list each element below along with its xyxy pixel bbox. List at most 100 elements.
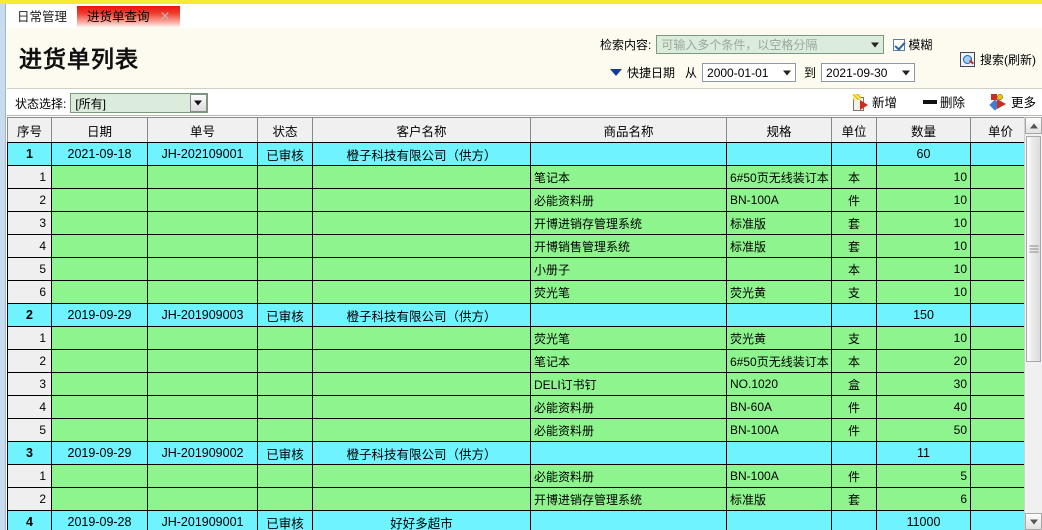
cell-seq[interactable]: 2 xyxy=(7,188,52,212)
column-header-spec[interactable]: 规格 xyxy=(726,117,832,143)
cell-status[interactable] xyxy=(257,395,313,419)
search-refresh-button[interactable]: 搜索(刷新) xyxy=(960,51,1036,68)
column-header-status[interactable]: 状态 xyxy=(257,117,313,143)
cell-price[interactable] xyxy=(970,211,1031,235)
cell-no[interactable] xyxy=(147,188,258,212)
cell-spec[interactable]: 荧光黄 xyxy=(726,280,832,304)
order-detail-row[interactable]: 1 笔记本 6#50页无线装订本本 10 xyxy=(7,165,1031,189)
order-group-row[interactable]: 1 2021-09-18 JH-202109001 已审核 橙子科技有限公司（供方） 60 xyxy=(7,142,1031,166)
column-header-seq[interactable]: 序号 xyxy=(7,117,52,143)
cell-unit[interactable] xyxy=(831,142,877,166)
cell-status[interactable] xyxy=(257,257,313,281)
cell-price[interactable] xyxy=(970,487,1031,511)
cell-seq[interactable]: 4 xyxy=(7,395,52,419)
cell-price[interactable] xyxy=(970,303,1031,327)
order-detail-row[interactable]: 1 荧光笔 荧光黄支 10 xyxy=(7,326,1031,350)
cell-price[interactable] xyxy=(970,326,1031,350)
cell-goods[interactable]: 开博销售管理系统 xyxy=(530,234,727,258)
cell-unit[interactable]: 套 xyxy=(831,234,877,258)
fuzzy-checkbox[interactable]: 模糊 xyxy=(893,36,932,53)
cell-price[interactable] xyxy=(970,142,1031,166)
cell-status[interactable] xyxy=(257,280,313,304)
cell-goods[interactable]: 开博进销存管理系统 xyxy=(530,211,727,235)
cell-unit[interactable] xyxy=(831,510,877,530)
cell-unit[interactable]: 本 xyxy=(831,165,877,189)
cell-cust[interactable]: 橙子科技有限公司（供方） xyxy=(312,303,531,327)
cell-cust[interactable] xyxy=(312,211,531,235)
cell-status[interactable] xyxy=(257,349,313,373)
cell-qty[interactable]: 5 xyxy=(876,464,971,488)
add-button[interactable]: 新增 xyxy=(852,92,897,111)
cell-seq[interactable]: 6 xyxy=(7,280,52,304)
cell-price[interactable] xyxy=(970,418,1031,442)
cell-no[interactable] xyxy=(147,234,258,258)
tab-daily-management[interactable]: 日常管理 xyxy=(7,6,77,28)
cell-seq[interactable]: 4 xyxy=(7,234,52,258)
cell-date[interactable]: 2019-09-29 xyxy=(51,441,148,465)
cell-price[interactable] xyxy=(970,510,1031,530)
cell-cust[interactable] xyxy=(312,257,531,281)
cell-spec[interactable]: BN-100A xyxy=(726,418,832,442)
cell-seq[interactable]: 3 xyxy=(7,372,52,396)
cell-cust[interactable] xyxy=(312,487,531,511)
cell-date[interactable] xyxy=(51,280,148,304)
cell-no[interactable]: JH-201909001 xyxy=(147,510,258,530)
cell-cust[interactable]: 好好多超市 xyxy=(312,510,531,530)
cell-qty[interactable]: 10 xyxy=(876,257,971,281)
cell-spec[interactable] xyxy=(726,441,832,465)
column-header-date[interactable]: 日期 xyxy=(51,117,148,143)
cell-goods[interactable]: 必能资料册 xyxy=(530,418,727,442)
cell-unit[interactable] xyxy=(831,303,877,327)
cell-cust[interactable] xyxy=(312,372,531,396)
cell-seq[interactable]: 2 xyxy=(7,349,52,373)
cell-seq[interactable]: 2 xyxy=(7,303,52,327)
order-detail-row[interactable]: 1 必能资料册 BN-100A 件 5 xyxy=(7,464,1031,488)
cell-qty[interactable]: 6 xyxy=(876,487,971,511)
cell-seq[interactable]: 3 xyxy=(7,441,52,465)
cell-qty[interactable]: 30 xyxy=(876,372,971,396)
cell-status[interactable]: 已审核 xyxy=(257,303,313,327)
cell-cust[interactable] xyxy=(312,326,531,350)
cell-no[interactable] xyxy=(147,280,258,304)
cell-date[interactable] xyxy=(51,487,148,511)
order-detail-row[interactable]: 4 开博销售管理系统 标准版套 10 xyxy=(7,234,1031,258)
cell-status[interactable] xyxy=(257,372,313,396)
cell-cust[interactable] xyxy=(312,234,531,258)
cell-price[interactable] xyxy=(970,280,1031,304)
cell-unit[interactable]: 套 xyxy=(831,211,877,235)
cell-goods[interactable] xyxy=(530,510,727,530)
cell-spec[interactable] xyxy=(726,257,832,281)
cell-date[interactable]: 2019-09-29 xyxy=(51,303,148,327)
cell-no[interactable] xyxy=(147,395,258,419)
column-header-cust[interactable]: 客户名称 xyxy=(312,117,531,143)
vertical-scrollbar[interactable] xyxy=(1024,117,1042,530)
cell-goods[interactable]: 笔记本 xyxy=(530,165,727,189)
cell-goods[interactable]: 笔记本 xyxy=(530,349,727,373)
cell-unit[interactable]: 本 xyxy=(831,257,877,281)
cell-no[interactable] xyxy=(147,487,258,511)
cell-unit[interactable]: 件 xyxy=(831,395,877,419)
cell-seq[interactable]: 1 xyxy=(7,165,52,189)
cell-spec[interactable]: 标准版 xyxy=(726,487,832,511)
cell-goods[interactable]: 小册子 xyxy=(530,257,727,281)
cell-goods[interactable] xyxy=(530,441,727,465)
cell-no[interactable] xyxy=(147,418,258,442)
cell-goods[interactable]: 荧光笔 xyxy=(530,326,727,350)
cell-seq[interactable]: 1 xyxy=(7,142,52,166)
cell-date[interactable]: 2019-09-28 xyxy=(51,510,148,530)
search-input[interactable]: 可输入多个条件，以空格分隔 xyxy=(656,35,885,54)
cell-price[interactable] xyxy=(970,464,1031,488)
cell-no[interactable] xyxy=(147,257,258,281)
cell-unit[interactable]: 套 xyxy=(831,487,877,511)
cell-no[interactable] xyxy=(147,372,258,396)
cell-qty[interactable]: 50 xyxy=(876,418,971,442)
cell-no[interactable] xyxy=(147,349,258,373)
cell-cust[interactable] xyxy=(312,188,531,212)
cell-qty[interactable]: 60 xyxy=(876,142,971,166)
cell-qty[interactable]: 150 xyxy=(876,303,971,327)
cell-cust[interactable]: 橙子科技有限公司（供方） xyxy=(312,142,531,166)
column-header-unit[interactable]: 单位 xyxy=(831,117,877,143)
cell-unit[interactable]: 件 xyxy=(831,188,877,212)
cell-spec[interactable]: BN-60A xyxy=(726,395,832,419)
cell-cust[interactable] xyxy=(312,280,531,304)
